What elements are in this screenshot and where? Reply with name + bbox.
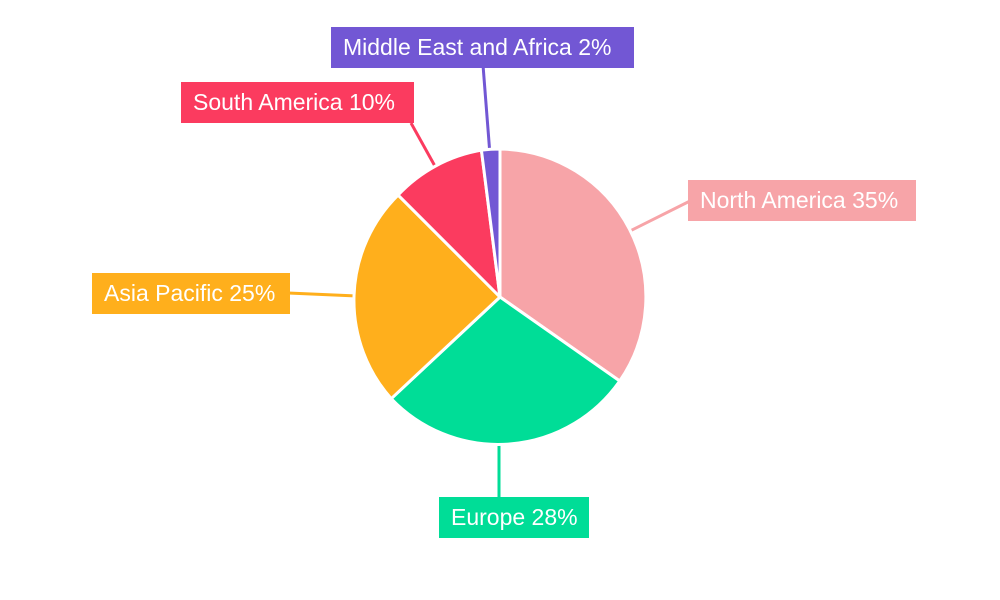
callout-label-europe[interactable]: Europe 28%: [439, 497, 589, 538]
callout-label-middle-east-africa[interactable]: Middle East and Africa 2%: [331, 27, 634, 68]
pie-slice-europe[interactable]: [389, 295, 622, 446]
callout-label-europe-text: Europe 28%: [451, 504, 578, 530]
pie-slice-south-america[interactable]: [396, 148, 502, 299]
leader-line-middle-east-africa: [481, 64, 492, 156]
callout-label-south-america[interactable]: South America 10%: [181, 82, 414, 123]
callout-label-north-america-text: North America 35%: [700, 187, 899, 213]
pie-slice-asia-pacific[interactable]: [352, 193, 502, 401]
leader-line-north-america: [623, 197, 695, 236]
leader-lines: [287, 64, 695, 497]
leader-line-south-america: [409, 122, 438, 169]
callout-label-south-america-text: South America 10%: [193, 89, 396, 115]
callout-label-asia-pacific[interactable]: Asia Pacific 25%: [92, 273, 290, 314]
callout-label-middle-east-africa-text: Middle East and Africa 2%: [343, 34, 612, 60]
callout-label-asia-pacific-text: Asia Pacific 25%: [104, 280, 276, 306]
callout-label-north-america[interactable]: North America 35%: [688, 180, 916, 221]
pie-slice-middle-east-africa[interactable]: [479, 147, 502, 299]
leader-line-asia-pacific: [287, 291, 358, 298]
pie-slice-north-america[interactable]: [498, 147, 648, 383]
pie-slices: [352, 147, 648, 446]
